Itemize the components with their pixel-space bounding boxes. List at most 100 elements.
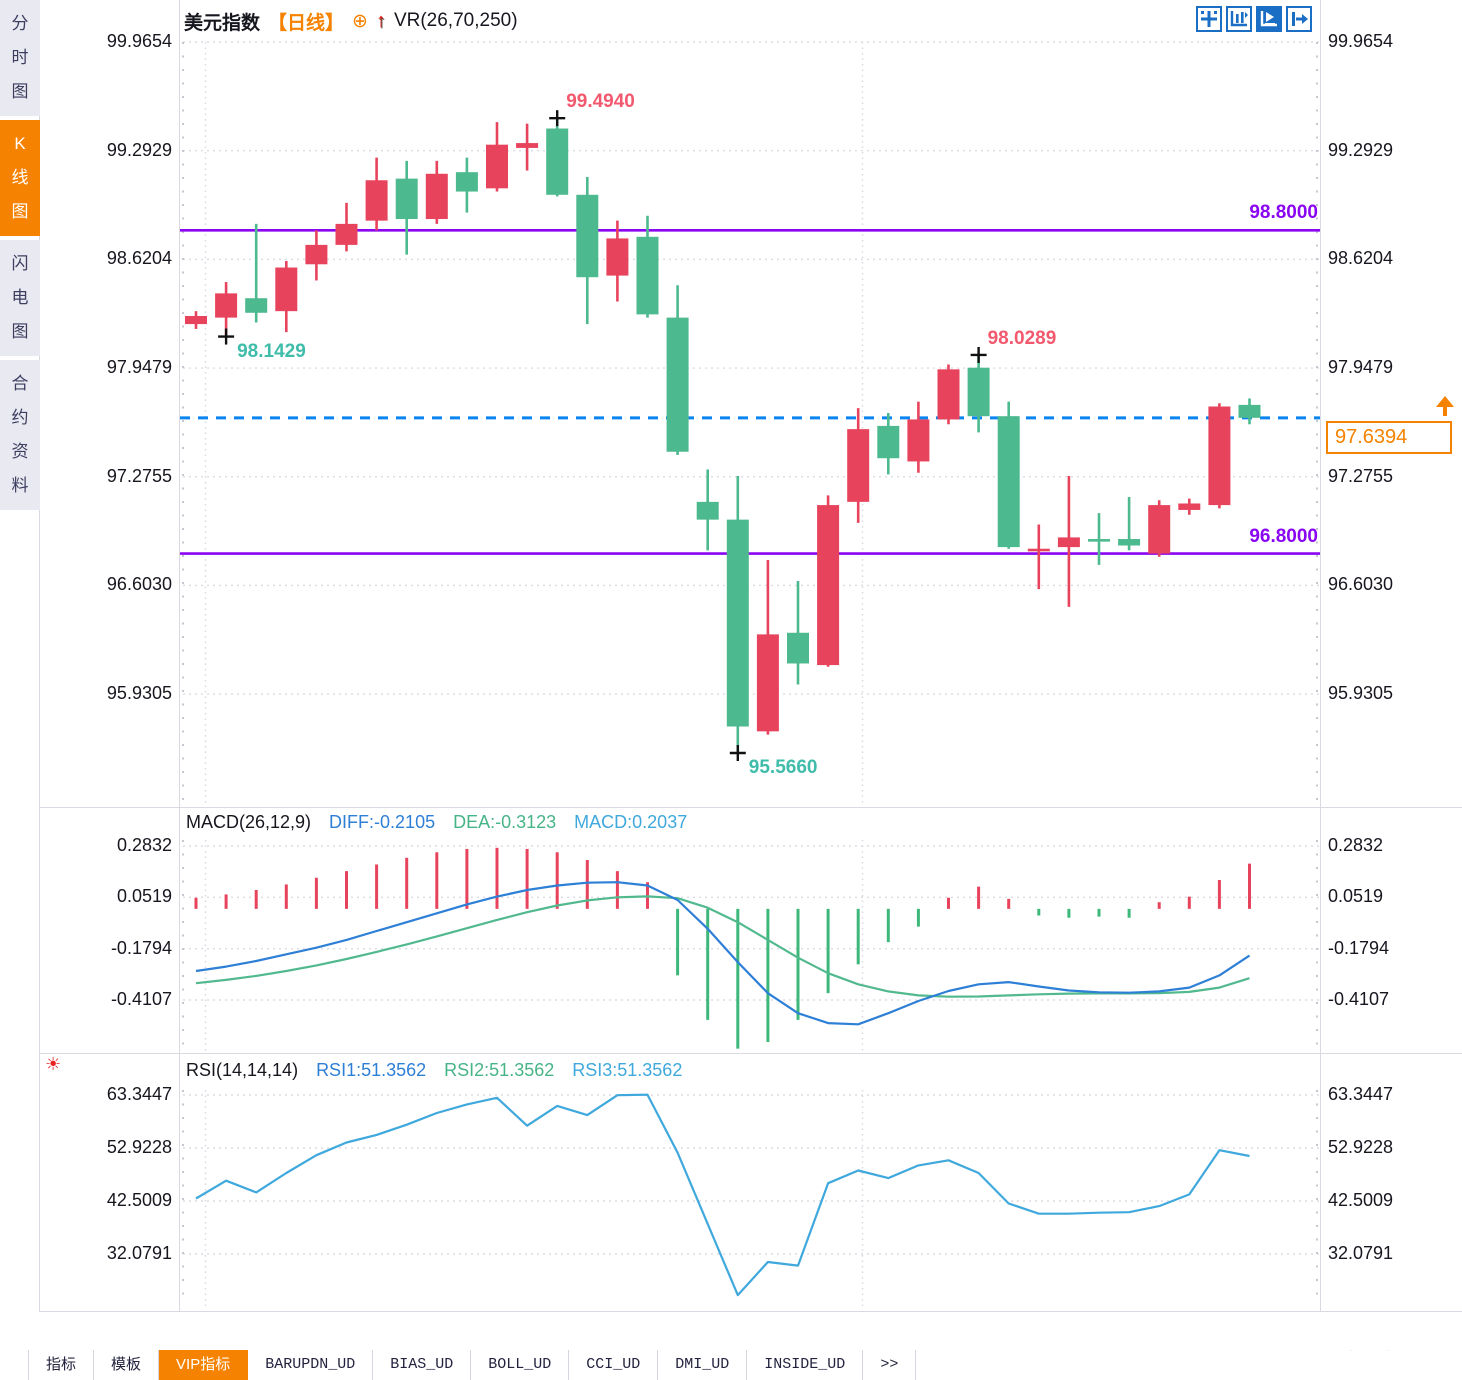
current-price-box: 97.6394 xyxy=(1326,421,1452,454)
bottom-tab-BIAS_UD[interactable]: BIAS_UD xyxy=(373,1350,472,1380)
candle-body xyxy=(395,178,418,220)
indicator-settings-icon[interactable]: ☀ xyxy=(45,1054,62,1074)
y-axis-label: -0.4107 xyxy=(110,989,172,1009)
price-annotation: 98.1429 xyxy=(237,340,306,362)
y-axis-label: 99.9654 xyxy=(106,31,172,51)
bottom-tab-模板[interactable]: 模板 xyxy=(94,1350,160,1380)
y-axis-label: 52.9228 xyxy=(106,1137,172,1157)
y-axis-label: 0.0519 xyxy=(116,886,172,907)
candle-body xyxy=(967,367,990,417)
candle-body xyxy=(245,298,268,313)
candle-body xyxy=(696,501,719,520)
sidebar-tab-闪电图[interactable]: 闪电图 xyxy=(0,240,40,356)
macd-title-row: MACD(26,12,9) DIFF:-0.2105 DEA:-0.3123 M… xyxy=(186,812,687,833)
chart-toolbar xyxy=(1196,6,1312,32)
candle-body xyxy=(365,180,388,221)
candle-body xyxy=(847,429,870,502)
bottom-tab-DMI_UD[interactable]: DMI_UD xyxy=(658,1350,748,1380)
candle-body xyxy=(305,244,328,265)
candle-body xyxy=(726,519,749,727)
candle-body xyxy=(1057,537,1080,548)
candle-body xyxy=(455,172,478,192)
candle-body xyxy=(275,267,298,312)
bottom-tab-VIP指标[interactable]: VIP指标 xyxy=(159,1350,249,1380)
candle-body xyxy=(516,143,539,148)
candle-body xyxy=(787,632,809,664)
macd-title: MACD(26,12,9) xyxy=(186,812,312,832)
bottom-tab->>[interactable]: >> xyxy=(863,1350,917,1380)
rsi3-value: RSI3:51.3562 xyxy=(572,1060,683,1080)
candle-body xyxy=(425,173,448,220)
candle-body xyxy=(576,194,599,278)
sidebar-tab-char: K xyxy=(14,134,26,153)
candle-body xyxy=(215,293,238,318)
candle-body xyxy=(1118,539,1141,546)
sidebar-tab-char: 合 xyxy=(11,374,29,393)
candle-body xyxy=(1178,503,1201,510)
bottom-tab-指标[interactable]: 指标 xyxy=(28,1350,95,1380)
up-arrow-icon: ↑ xyxy=(375,9,386,32)
zoom-plus-icon[interactable]: ⊕ xyxy=(352,10,368,32)
bottom-tab-CCI_UD[interactable]: CCI_UD xyxy=(569,1350,659,1380)
y-axis-label: 95.9305 xyxy=(1328,683,1394,704)
bottom-tab-BOLL_UD[interactable]: BOLL_UD xyxy=(471,1350,570,1380)
candle-body xyxy=(486,144,508,189)
y-axis-label: 63.3447 xyxy=(1328,1084,1394,1104)
y-axis-label: 63.3447 xyxy=(106,1084,172,1104)
candle-body xyxy=(1148,505,1171,554)
y-axis-label: 95.9305 xyxy=(106,683,172,704)
y-axis-label: -0.1794 xyxy=(110,937,172,958)
candle-body xyxy=(937,369,960,420)
sidebar-tab-合约资料[interactable]: 合约资料 xyxy=(0,360,40,510)
y-axis-label: 0.0519 xyxy=(1328,886,1384,907)
sidebar-tab-char: 图 xyxy=(11,82,29,101)
candle-body xyxy=(185,316,207,325)
macd-diff-value: DIFF:-0.2105 xyxy=(329,812,436,832)
y-axis-label: 97.2755 xyxy=(106,465,172,486)
candle-body xyxy=(1238,404,1261,418)
candle-body xyxy=(666,317,689,452)
macd-histogram xyxy=(194,847,1251,1049)
y-axis-label: 0.2832 xyxy=(1328,835,1384,855)
axis-scale-icon[interactable] xyxy=(1226,6,1252,32)
sidebar-tab-char: 时 xyxy=(11,48,29,67)
y-axis-label: 98.6204 xyxy=(106,248,172,269)
chart-header: 美元指数 【日线】 ⊕ ↑ VR(26,70,250) xyxy=(184,6,518,36)
crosshair-icon[interactable] xyxy=(1196,6,1222,32)
bottom-tab-BARUPDN_UD[interactable]: BARUPDN_UD xyxy=(248,1350,374,1380)
y-axis-label: 97.2755 xyxy=(1328,465,1394,486)
candle-body xyxy=(546,128,569,195)
rsi2-value: RSI2:51.3562 xyxy=(444,1060,555,1080)
y-axis-label: 96.6030 xyxy=(106,574,172,595)
sidebar-tab-char: 料 xyxy=(11,476,29,495)
y-axis-label: 42.5009 xyxy=(1328,1190,1394,1210)
auto-fit-icon[interactable] xyxy=(1256,6,1282,32)
x-axis-row xyxy=(0,1312,1462,1350)
y-axis-label: 98.6204 xyxy=(1328,248,1394,269)
sidebar-tab-char: 资 xyxy=(11,442,29,461)
sidebar-tab-char: 约 xyxy=(11,408,29,427)
candles xyxy=(185,110,1261,762)
sidebar-tab-分时图[interactable]: 分时图 xyxy=(0,0,40,116)
bottom-tab-INSIDE_UD[interactable]: INSIDE_UD xyxy=(747,1350,864,1380)
candle-body xyxy=(817,505,840,666)
sidebar-tab-char: 分 xyxy=(11,14,29,33)
candle-body xyxy=(606,238,629,276)
y-axis-label: 99.9654 xyxy=(1328,31,1394,51)
sidebar-tab-char: 图 xyxy=(11,202,29,221)
y-axis-label: 97.9479 xyxy=(1328,357,1394,378)
macd-dea-line xyxy=(195,895,1250,998)
candle-body xyxy=(1027,548,1050,552)
symbol-name: 美元指数 xyxy=(184,12,261,34)
y-axis-label: 99.2929 xyxy=(1328,139,1394,160)
shift-right-icon[interactable] xyxy=(1286,6,1312,32)
candle-body xyxy=(997,416,1020,548)
y-axis-label: 32.0791 xyxy=(106,1243,172,1263)
y-axis-label: 96.6030 xyxy=(1328,574,1394,595)
price-annotation: 95.5660 xyxy=(748,757,818,778)
macd-dea-value: DEA:-0.3123 xyxy=(453,812,557,832)
sidebar-tab-char: 电 xyxy=(11,288,29,307)
y-axis-label: -0.4107 xyxy=(1328,989,1390,1009)
